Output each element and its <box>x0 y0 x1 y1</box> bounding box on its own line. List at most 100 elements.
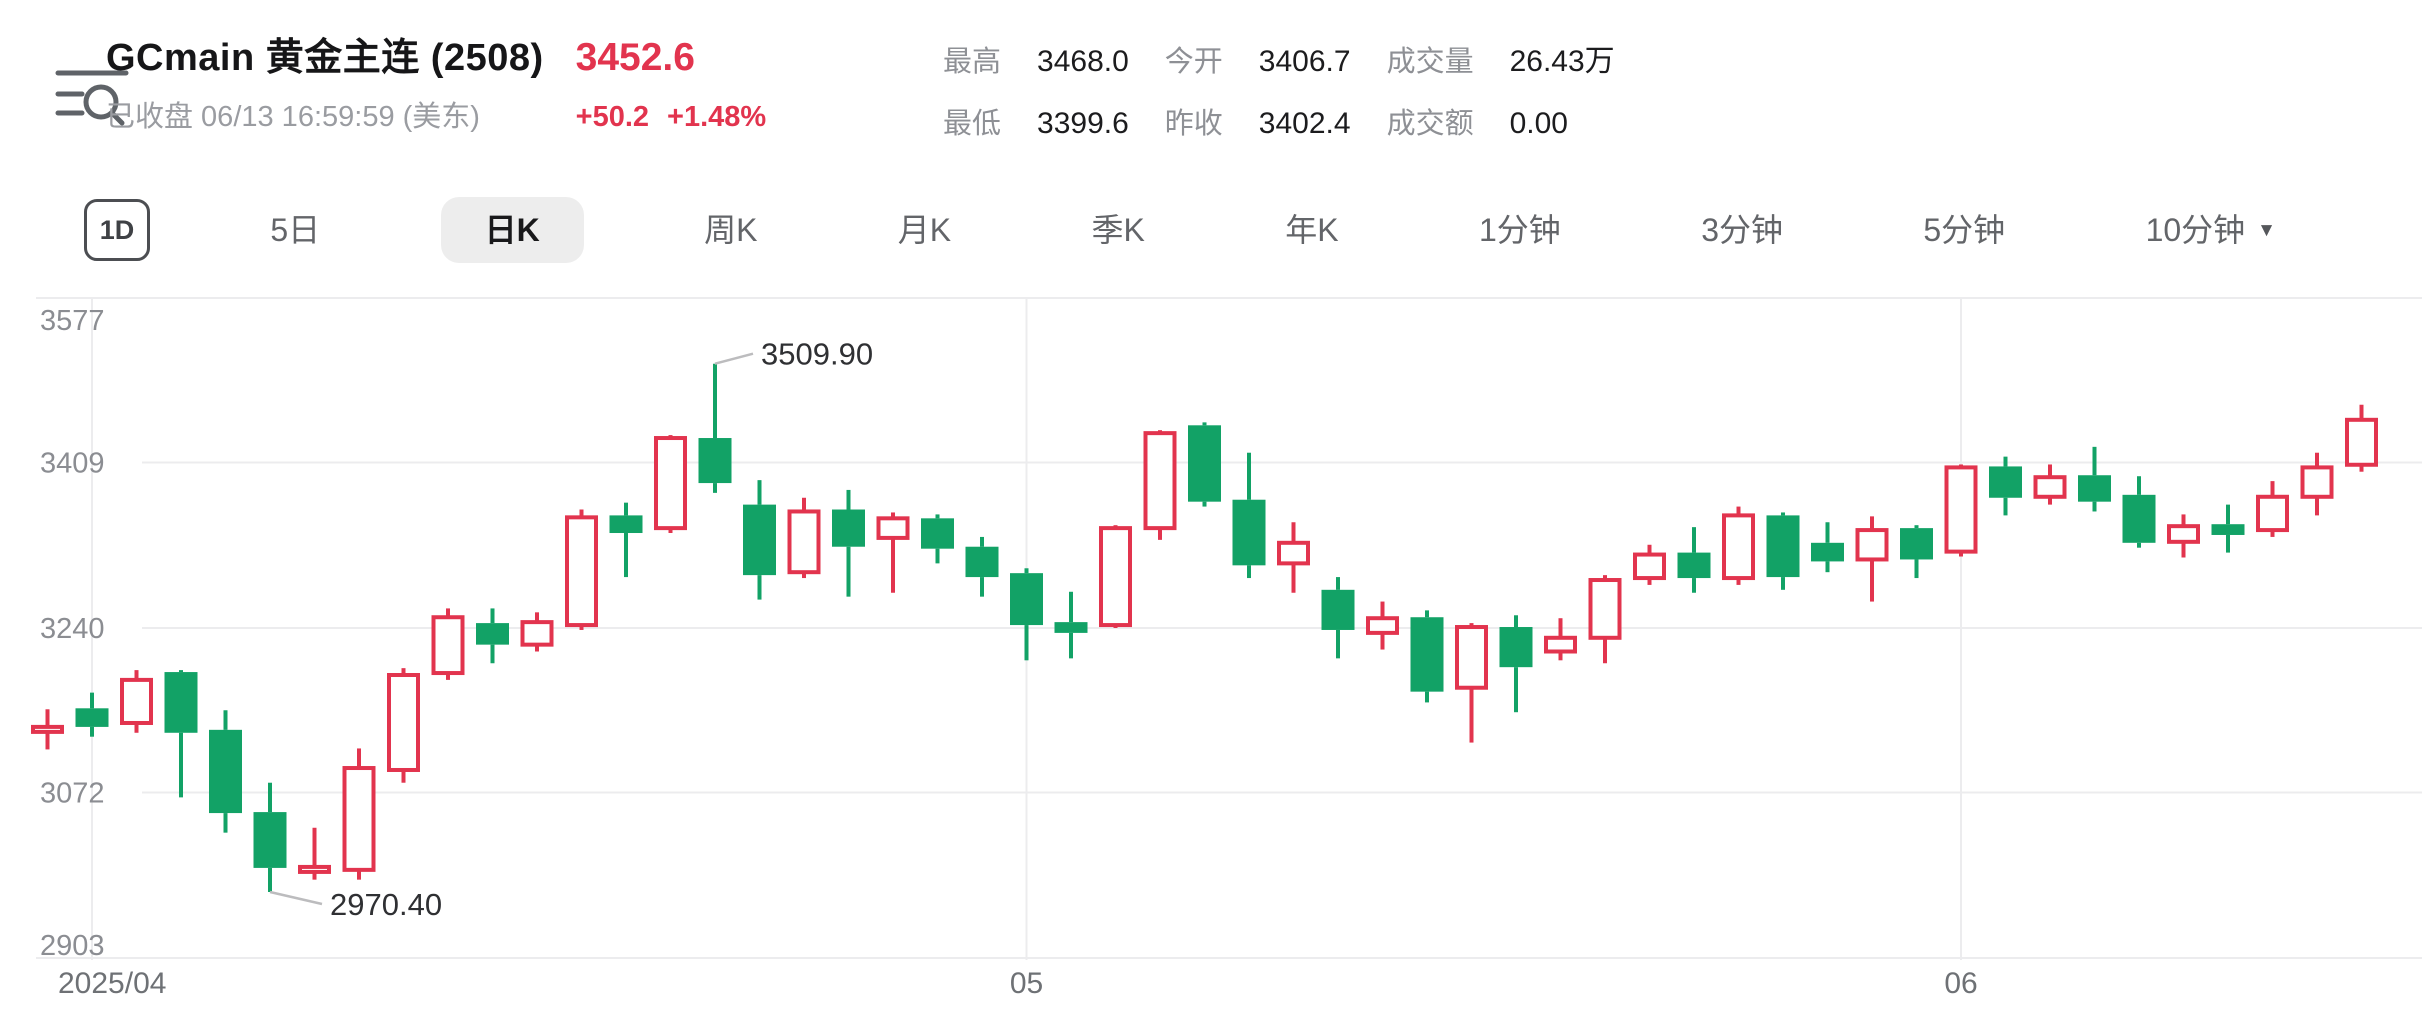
candle-36[interactable] <box>1633 544 1666 585</box>
candle-body <box>832 509 865 547</box>
stat-label-turnover: 成交额 <box>1386 108 1474 140</box>
candle-body <box>2033 475 2067 499</box>
candle-4[interactable] <box>209 710 242 833</box>
candle-13[interactable] <box>609 502 643 578</box>
watchlist-search-icon[interactable] <box>50 56 132 130</box>
candle-33[interactable] <box>1499 615 1533 713</box>
y-tick-2903: 2903 <box>40 930 105 962</box>
candle-27[interactable] <box>1232 452 1266 579</box>
candle-body <box>698 438 732 484</box>
candle-44[interactable] <box>1989 456 2022 516</box>
gridlines <box>36 297 2422 960</box>
tab-5日[interactable]: 5日 <box>250 202 340 258</box>
instrument-title: GCmain 黄金主连 (2508) <box>106 37 544 79</box>
candle-body <box>609 515 643 534</box>
candle-42[interactable] <box>1900 525 1933 579</box>
candle-15[interactable] <box>698 363 732 493</box>
candle-20[interactable] <box>921 514 954 564</box>
stat-value-turnover: 0.00 <box>1509 107 1568 140</box>
stat-value-open: 3406.7 <box>1258 45 1351 78</box>
candle-2[interactable] <box>120 670 153 733</box>
chart-period-tabs: 1D 5日 日K 周K 月K 季K 年K 1分钟 3分钟 5分钟 10分钟 ▼ <box>84 192 2296 268</box>
candle-40[interactable] <box>1811 522 1844 573</box>
candle-8[interactable] <box>387 668 420 783</box>
candle-3[interactable] <box>164 670 198 798</box>
candle-11[interactable] <box>520 612 554 652</box>
candle-21[interactable] <box>965 536 999 597</box>
tab-3分钟[interactable]: 3分钟 <box>1681 202 1803 258</box>
candle-34[interactable] <box>1544 618 1577 661</box>
annotation-leader-line <box>714 352 754 365</box>
candle-12[interactable] <box>565 509 598 630</box>
candle-body <box>2211 524 2245 535</box>
candle-23[interactable] <box>1054 591 1088 659</box>
instrument-header: GCmain 黄金主连 (2508) 3452.6 已收盘 06/13 16:5… <box>106 26 766 135</box>
candle-49[interactable] <box>2211 504 2245 553</box>
candle-35[interactable] <box>1588 575 1622 664</box>
candle-body <box>253 812 287 868</box>
candles-layer <box>31 363 2378 892</box>
tab-月K[interactable]: 月K <box>878 202 971 258</box>
candle-39[interactable] <box>1766 512 1800 590</box>
candle-50[interactable] <box>2256 481 2289 537</box>
candle-body <box>120 677 153 725</box>
annotation-label: 3509.90 <box>761 337 873 372</box>
candle-18[interactable] <box>832 489 865 597</box>
change-value: +50.2 <box>575 101 650 133</box>
candle-7[interactable] <box>342 748 376 880</box>
candle-29[interactable] <box>1321 577 1355 659</box>
candle-body <box>1900 528 1933 560</box>
candle-body <box>654 436 687 531</box>
candle-body <box>921 518 954 549</box>
candle-body <box>520 620 554 647</box>
candle-body <box>31 724 64 734</box>
candle-45[interactable] <box>2033 464 2067 505</box>
stat-value-low: 3399.6 <box>1037 107 1129 140</box>
candle-26[interactable] <box>1188 422 1221 507</box>
tab-日K[interactable]: 日K <box>440 197 584 263</box>
tab-季K[interactable]: 季K <box>1072 202 1165 258</box>
tab-label: 月K <box>897 212 952 248</box>
candle-30[interactable] <box>1366 601 1399 650</box>
candle-17[interactable] <box>787 497 821 579</box>
candle-6[interactable] <box>298 827 331 880</box>
candlestick-chart[interactable]: 3577 3409 3240 3072 2903 2025/04 05 06 3509.90 29… <box>0 240 2422 1013</box>
tab-5分钟[interactable]: 5分钟 <box>1903 202 2025 258</box>
candle-22[interactable] <box>1010 568 1043 661</box>
candle-body <box>1366 616 1399 635</box>
candle-body <box>75 708 109 727</box>
stat-label-open: 今开 <box>1164 46 1223 78</box>
candle-25[interactable] <box>1143 430 1177 540</box>
tab-1D[interactable]: 1D <box>84 199 150 261</box>
candle-body <box>298 864 331 874</box>
candle-1[interactable] <box>75 692 109 737</box>
tab-1分钟[interactable]: 1分钟 <box>1459 202 1581 258</box>
candle-5[interactable] <box>253 782 287 892</box>
candle-47[interactable] <box>2122 476 2156 548</box>
candle-19[interactable] <box>876 512 910 593</box>
tab-年K[interactable]: 年K <box>1265 202 1358 258</box>
candle-28[interactable] <box>1277 522 1310 593</box>
candle-14[interactable] <box>654 435 687 534</box>
candle-41[interactable] <box>1855 516 1889 602</box>
candle-16[interactable] <box>743 480 776 600</box>
candle-10[interactable] <box>476 608 509 664</box>
candle-37[interactable] <box>1677 527 1711 593</box>
annotation-leader-line <box>269 890 323 906</box>
tab-10分钟[interactable]: 10分钟 ▼ <box>2126 202 2296 258</box>
candle-9[interactable] <box>431 608 465 680</box>
candle-31[interactable] <box>1410 610 1444 703</box>
candle-48[interactable] <box>2167 514 2200 558</box>
tab-周K[interactable]: 周K <box>684 202 777 258</box>
tab-label: 3分钟 <box>1701 212 1783 248</box>
candle-body <box>1099 526 1132 628</box>
candle-24[interactable] <box>1099 525 1132 628</box>
candle-52[interactable] <box>2345 404 2378 472</box>
candle-38[interactable] <box>1722 506 1755 585</box>
candle-43[interactable] <box>1944 464 1978 557</box>
candle-0[interactable] <box>31 709 64 750</box>
candle-46[interactable] <box>2078 446 2111 512</box>
y-tick-3577: 3577 <box>40 305 105 337</box>
candle-51[interactable] <box>2300 452 2334 516</box>
candle-32[interactable] <box>1455 623 1488 743</box>
